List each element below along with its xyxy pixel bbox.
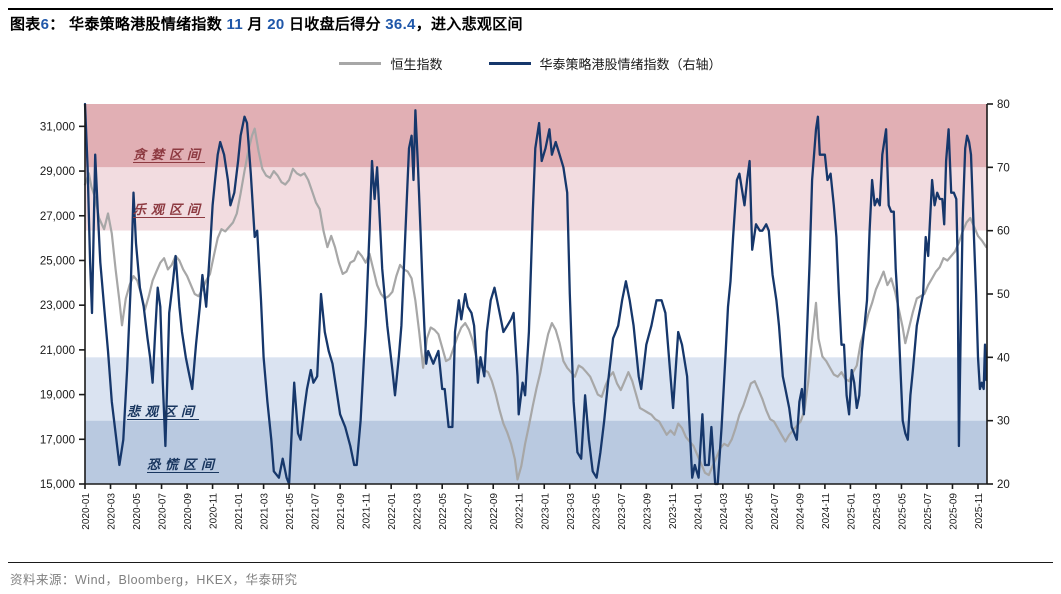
band-4 xyxy=(85,420,987,484)
x-tick-label: 2022-07 xyxy=(464,493,475,530)
left-tick-label: 21,000 xyxy=(40,345,75,357)
x-tick-label: 2025-09 xyxy=(948,493,959,530)
x-tick-label: 2020-11 xyxy=(209,493,220,529)
right-tick-label: 20 xyxy=(997,479,1010,491)
x-tick-label: 2022-01 xyxy=(387,493,398,530)
right-tick-label: 30 xyxy=(997,416,1010,428)
x-tick-label: 2020-01 xyxy=(81,493,92,530)
x-tick-label: 2023-09 xyxy=(642,493,653,530)
band-label-pessimism: 悲观区间 xyxy=(127,404,200,419)
x-tick-label: 2020-03 xyxy=(107,493,118,530)
x-tick-label: 2021-09 xyxy=(336,493,347,530)
figure-title-segment: 图表 xyxy=(10,16,41,33)
x-tick-label: 2021-05 xyxy=(285,493,296,530)
left-tick-label: 23,000 xyxy=(40,300,75,312)
right-tick-label: 40 xyxy=(997,352,1010,364)
x-tick-label: 2023-07 xyxy=(617,493,628,530)
left-tick-label: 19,000 xyxy=(40,390,75,402)
x-tick-label: 2024-03 xyxy=(719,493,730,530)
legend-label-hsi: 恒生指数 xyxy=(390,57,443,72)
right-tick-label: 80 xyxy=(997,99,1010,111)
x-tick-label: 2020-09 xyxy=(183,493,194,530)
figure-title-segment: 36.4 xyxy=(385,16,416,33)
x-tick-label: 2021-01 xyxy=(234,493,245,530)
left-tick-label: 31,000 xyxy=(40,121,75,133)
legend-item-sentiment: 华泰策略港股情绪指数（右轴） xyxy=(488,54,722,73)
x-tick-label: 2024-01 xyxy=(693,493,704,530)
left-tick-label: 15,000 xyxy=(40,479,75,491)
legend-item-hsi: 恒生指数 xyxy=(339,54,443,73)
series-hsi xyxy=(83,127,988,481)
x-tick-label: 2020-07 xyxy=(158,493,169,530)
chart-legend: 恒生指数 华泰策略港股情绪指数（右轴） xyxy=(0,54,1061,73)
x-tick-label: 2024-11 xyxy=(821,493,832,529)
sentiment-line-swatch xyxy=(488,62,531,65)
band-1 xyxy=(85,167,987,231)
figure-title-segment: 日收盘后得分 xyxy=(284,16,386,33)
source-note: 资料来源：Wind，Bloomberg，HKEX，华泰研究 xyxy=(10,573,298,587)
x-tick-label: 2020-05 xyxy=(132,493,143,530)
right-tick-label: 60 xyxy=(997,226,1010,238)
x-tick-label: 2023-01 xyxy=(540,493,551,530)
band-label-panic: 恐慌区间 xyxy=(147,457,220,472)
x-tick-label: 2021-03 xyxy=(260,493,271,530)
x-tick-label: 2023-05 xyxy=(591,493,602,530)
x-tick-label: 2025-11 xyxy=(974,493,985,529)
x-tick-label: 2025-05 xyxy=(897,493,908,530)
left-tick-label: 17,000 xyxy=(40,434,75,446)
right-tick-label: 50 xyxy=(997,289,1010,301)
x-tick-label: 2022-09 xyxy=(489,493,500,530)
figure-title: 图表6： 华泰策略港股情绪指数 11 月 20 日收盘后得分 36.4，进入悲观… xyxy=(10,13,523,34)
x-tick-label: 2024-09 xyxy=(795,493,806,530)
x-tick-label: 2022-03 xyxy=(413,493,424,530)
x-tick-label: 2021-11 xyxy=(362,493,373,529)
figure-title-segment: ，进入悲观区间 xyxy=(415,16,523,33)
left-tick-label: 29,000 xyxy=(40,166,75,178)
top-divider xyxy=(8,8,1053,10)
x-tick-label: 2024-07 xyxy=(770,493,781,530)
x-tick-label: 2023-03 xyxy=(566,493,577,530)
band-2 xyxy=(85,230,987,358)
x-tick-label: 2022-05 xyxy=(438,493,449,530)
figure-title-segment: 11 xyxy=(226,16,243,33)
series-sentiment xyxy=(83,102,988,486)
x-tick-label: 2024-05 xyxy=(744,493,755,530)
bottom-divider xyxy=(8,562,1053,563)
right-tick-label: 70 xyxy=(997,162,1010,174)
left-tick-label: 27,000 xyxy=(40,211,75,223)
x-tick-label: 2022-11 xyxy=(515,493,526,529)
band-label-optimism: 乐观区间 xyxy=(133,202,206,217)
figure-title-segment: ： 华泰策略港股情绪指数 xyxy=(49,16,227,33)
hsi-line-swatch xyxy=(339,62,382,65)
band-label-greed: 贪婪区间 xyxy=(133,147,206,162)
x-tick-label: 2025-03 xyxy=(872,493,883,530)
figure-title-segment: 月 xyxy=(242,16,268,33)
legend-label-sentiment: 华泰策略港股情绪指数（右轴） xyxy=(539,57,722,72)
x-tick-label: 2025-07 xyxy=(923,493,934,530)
figure-title-segment: 20 xyxy=(267,16,285,33)
x-tick-label: 2023-11 xyxy=(668,493,679,529)
x-tick-label: 2025-01 xyxy=(846,493,857,530)
x-tick-label: 2021-07 xyxy=(311,493,322,530)
left-tick-label: 25,000 xyxy=(40,255,75,267)
figure-title-segment: 6 xyxy=(40,16,50,33)
